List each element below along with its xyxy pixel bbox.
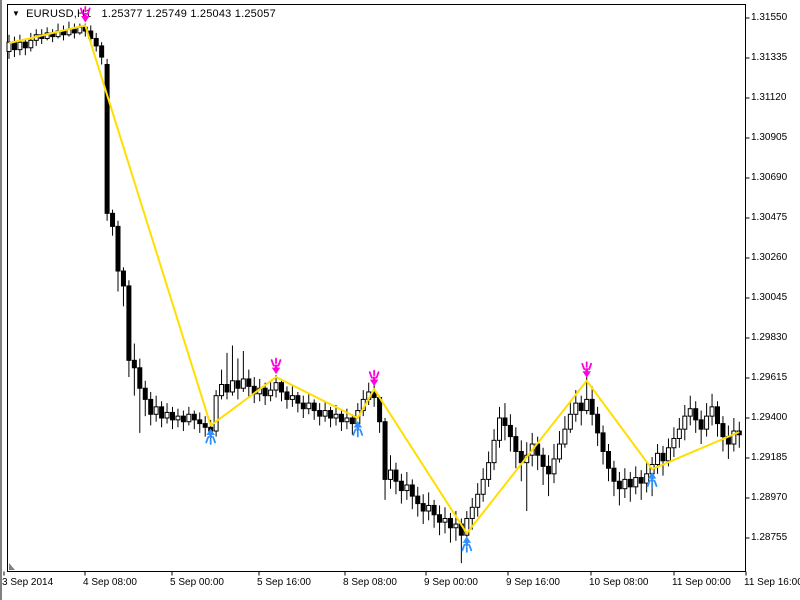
time-label: 10 Sep 08:00 bbox=[589, 577, 649, 588]
signal-arrows bbox=[80, 6, 658, 553]
price-label: 1.30690 bbox=[751, 172, 788, 183]
price-label: 1.30905 bbox=[751, 132, 788, 143]
time-label: 5 Sep 16:00 bbox=[257, 577, 311, 588]
peak-down-arrow-icon bbox=[271, 364, 281, 375]
time-label: 8 Sep 08:00 bbox=[343, 577, 397, 588]
time-label: 9 Sep 16:00 bbox=[506, 577, 560, 588]
price-label: 1.29830 bbox=[751, 332, 788, 343]
time-label: 4 Sep 08:00 bbox=[83, 577, 137, 588]
time-label: 9 Sep 00:00 bbox=[424, 577, 478, 588]
price-label: 1.31335 bbox=[751, 52, 788, 63]
peak-down-arrow-icon bbox=[81, 12, 90, 23]
price-label: 1.30260 bbox=[751, 252, 788, 263]
trough-up-arrow-icon bbox=[206, 428, 215, 438]
price-label: 1.31120 bbox=[751, 92, 787, 103]
time-label: 5 Sep 00:00 bbox=[170, 577, 224, 588]
chart-title: ▼ EURUSD,H1 1.25377 1.25749 1.25043 1.2505… bbox=[12, 8, 276, 20]
peak-down-arrow-icon bbox=[582, 368, 591, 378]
price-label: 1.29400 bbox=[751, 412, 788, 423]
zigzag-line bbox=[8, 24, 740, 535]
time-label: 11 Sep 00:00 bbox=[672, 577, 731, 588]
collapse-icon[interactable]: ▼ bbox=[12, 9, 21, 18]
time-label: 11 Sep 16:00 bbox=[744, 577, 800, 588]
price-label: 1.30045 bbox=[751, 292, 788, 303]
trough-up-arrow-icon bbox=[462, 536, 471, 546]
trough-up-arrow-icon bbox=[353, 421, 362, 431]
price-label: 1.30475 bbox=[751, 212, 788, 223]
candlestick-series bbox=[6, 21, 742, 564]
price-label: 1.28755 bbox=[751, 532, 788, 543]
time-label: 3 Sep 2014 bbox=[2, 577, 54, 588]
symbol-period-label: EURUSD,H1 bbox=[26, 8, 92, 20]
price-label: 1.29615 bbox=[751, 372, 788, 383]
chart-frame bbox=[7, 4, 746, 572]
price-label: 1.29185 bbox=[751, 452, 788, 463]
scroll-marker bbox=[9, 563, 15, 570]
trough-up-arrow-icon bbox=[647, 472, 657, 482]
ohlc-values: 1.25377 1.25749 1.25043 1.25057 bbox=[101, 8, 276, 20]
peak-down-arrow-icon bbox=[369, 376, 379, 387]
price-label: 1.31550 bbox=[751, 12, 788, 23]
price-label: 1.28970 bbox=[751, 492, 788, 503]
